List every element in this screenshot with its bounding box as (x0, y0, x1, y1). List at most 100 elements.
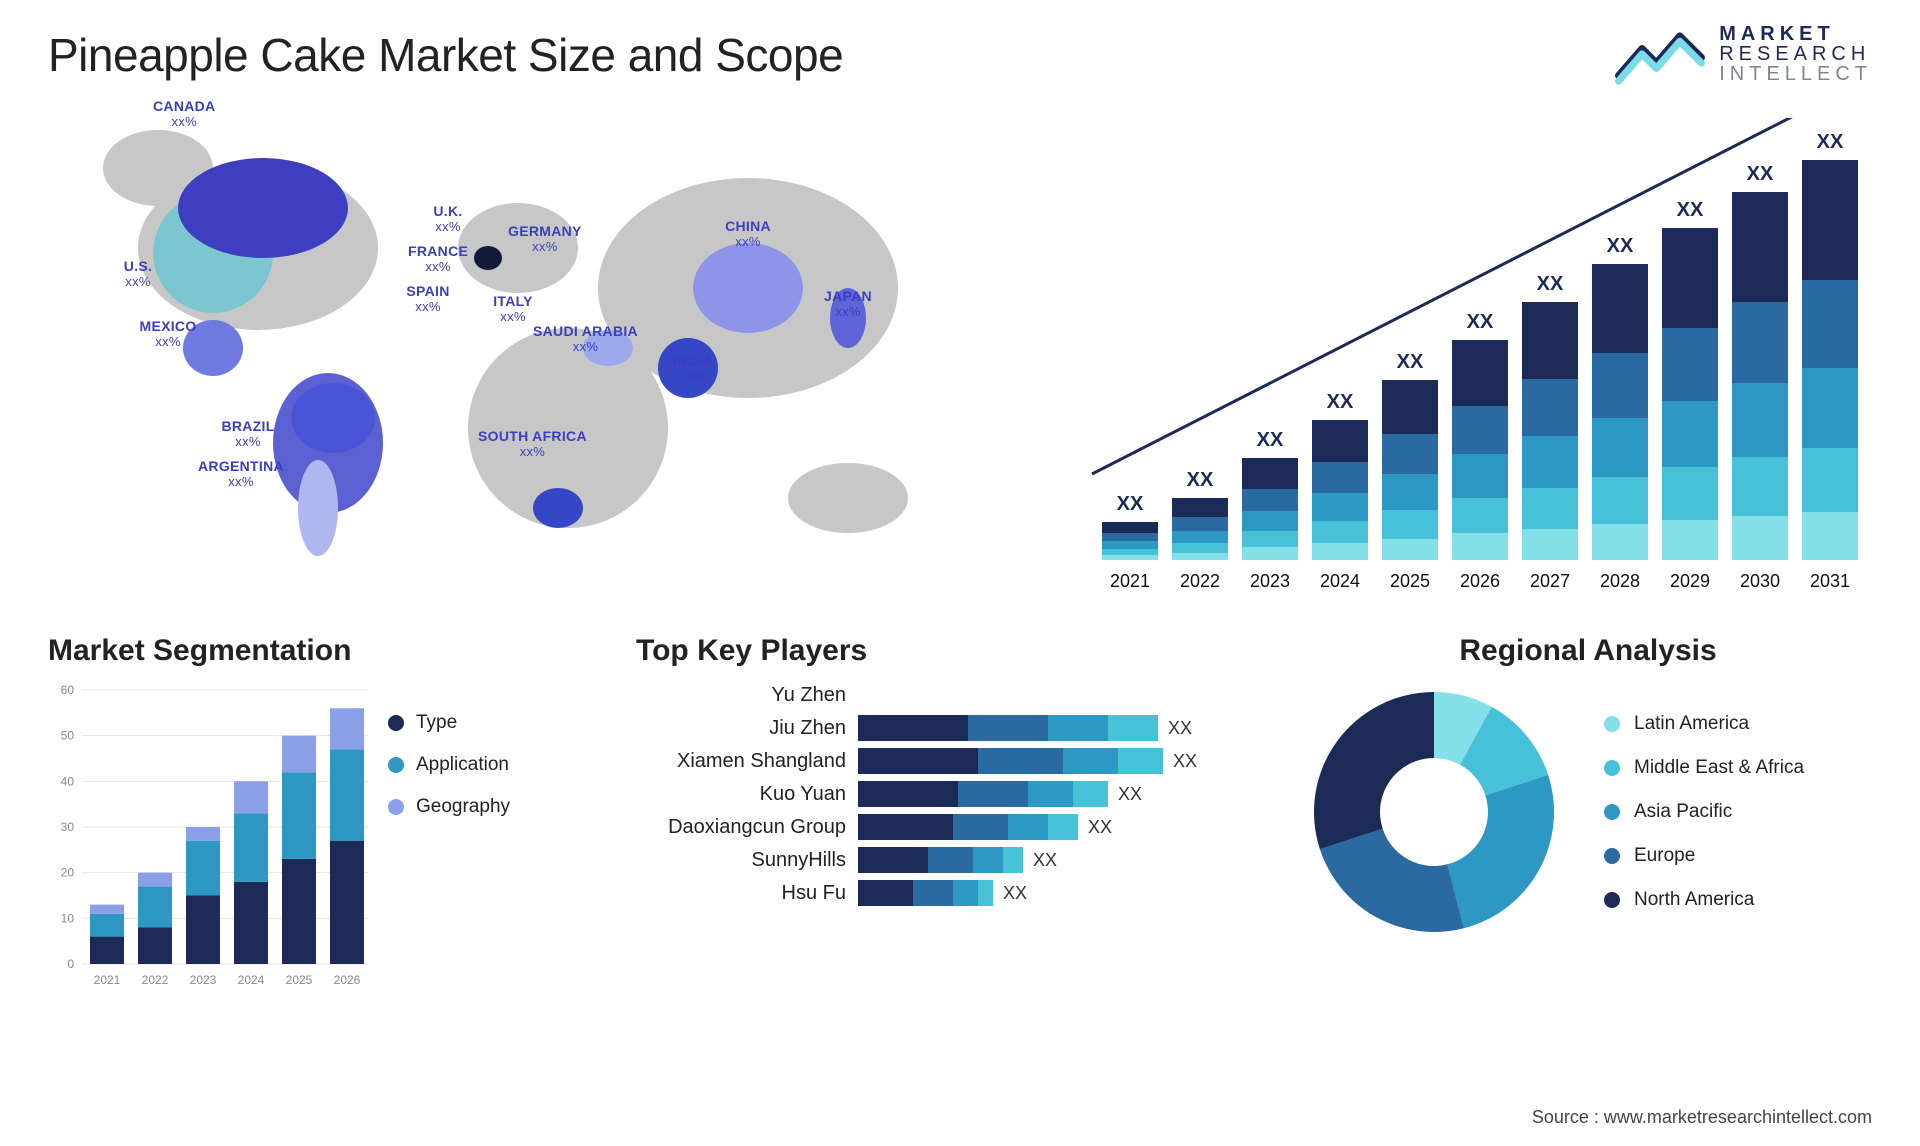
growth-year-label: 2022 (1165, 571, 1235, 592)
svg-text:2022: 2022 (142, 973, 169, 987)
map-label: U.S.xx% (108, 258, 168, 289)
logo-line-3: INTELLECT (1719, 64, 1872, 84)
growth-year-label: 2023 (1235, 571, 1305, 592)
key-player-value: XX (1118, 784, 1142, 805)
growth-bar (1382, 380, 1438, 560)
segmentation-legend: Type Application Geography (388, 712, 510, 818)
svg-text:2026: 2026 (334, 973, 361, 987)
world-map-panel: CANADAxx% U.S.xx% MEXICOxx% BRAZILxx% ARGENT… (48, 98, 928, 618)
regional-legend-item: North America (1604, 889, 1804, 911)
growth-bar (1242, 458, 1298, 560)
growth-year-label: 2024 (1305, 571, 1375, 592)
regional-legend-item: Europe (1604, 845, 1804, 867)
map-label: ARGENTINAxx% (198, 458, 284, 489)
svg-text:60: 60 (61, 683, 75, 697)
svg-text:50: 50 (61, 729, 75, 743)
svg-text:20: 20 (61, 866, 75, 880)
regional-title: Regional Analysis (1304, 634, 1872, 668)
map-label: SOUTH AFRICAxx% (478, 428, 587, 459)
key-player-name: Yu Zhen (636, 684, 846, 707)
regional-donut (1304, 682, 1564, 942)
growth-bar (1452, 340, 1508, 560)
key-player-row: Daoxiangcun Group XX (636, 814, 1276, 840)
svg-text:40: 40 (61, 774, 75, 788)
growth-value-label: XX (1660, 199, 1720, 222)
growth-year-label: 2025 (1375, 571, 1445, 592)
key-player-row: Yu Zhen (636, 682, 1276, 708)
key-player-row: Jiu Zhen XX (636, 715, 1276, 741)
key-players-chart: Yu ZhenJiu ZhenXXXiamen ShanglandXXKuo Y… (636, 682, 1276, 906)
growth-value-label: XX (1380, 351, 1440, 374)
map-label: GERMANYxx% (508, 223, 582, 254)
growth-value-label: XX (1520, 273, 1580, 296)
svg-text:30: 30 (61, 820, 75, 834)
key-player-value: XX (1033, 850, 1057, 871)
segmentation-chart: 0102030405060202120222023202420252026 (48, 682, 368, 992)
growth-bar (1522, 302, 1578, 560)
growth-value-label: XX (1590, 235, 1650, 258)
segmentation-title: Market Segmentation (48, 634, 608, 668)
regional-legend-item: Asia Pacific (1604, 801, 1804, 823)
svg-text:2023: 2023 (190, 973, 217, 987)
map-label: JAPANxx% (818, 288, 878, 319)
growth-year-label: 2030 (1725, 571, 1795, 592)
key-player-row: Kuo Yuan XX (636, 781, 1276, 807)
source-line: Source : www.marketresearchintellect.com (1532, 1107, 1872, 1128)
regional-legend-item: Middle East & Africa (1604, 757, 1804, 779)
segmentation-legend-item: Type (388, 712, 510, 734)
key-player-name: Kuo Yuan (636, 783, 846, 806)
map-label: FRANCExx% (408, 243, 468, 274)
logo-icon (1615, 22, 1705, 86)
key-player-row: Xiamen Shangland XX (636, 748, 1276, 774)
growth-bar (1102, 522, 1158, 560)
regional-legend-item: Latin America (1604, 713, 1804, 735)
growth-year-label: 2021 (1095, 571, 1165, 592)
key-player-value: XX (1168, 718, 1192, 739)
map-label: CHINAxx% (718, 218, 778, 249)
page-title: Pineapple Cake Market Size and Scope (48, 28, 843, 82)
growth-value-label: XX (1730, 163, 1790, 186)
key-player-value: XX (1003, 883, 1027, 904)
key-player-value: XX (1088, 817, 1112, 838)
growth-bar (1732, 192, 1788, 560)
growth-chart-panel: 2021 XX 2022 XX 2023 XX 2024 XX 2025 XX 2026 XX 2027… (968, 98, 1872, 618)
key-player-row: Hsu Fu XX (636, 880, 1276, 906)
svg-text:2024: 2024 (238, 973, 265, 987)
map-label: MEXICOxx% (138, 318, 198, 349)
growth-value-label: XX (1100, 493, 1160, 516)
logo-line-2: RESEARCH (1719, 44, 1872, 64)
growth-year-label: 2027 (1515, 571, 1585, 592)
svg-text:0: 0 (67, 957, 74, 971)
key-players-title: Top Key Players (636, 634, 1276, 668)
growth-bar (1172, 498, 1228, 560)
logo-line-1: MARKET (1719, 24, 1872, 44)
map-label: BRAZILxx% (218, 418, 278, 449)
growth-value-label: XX (1310, 391, 1370, 414)
key-player-name: Jiu Zhen (636, 717, 846, 740)
segmentation-legend-item: Application (388, 754, 510, 776)
growth-value-label: XX (1240, 429, 1300, 452)
key-player-name: Hsu Fu (636, 882, 846, 905)
growth-year-label: 2028 (1585, 571, 1655, 592)
key-player-value: XX (1173, 751, 1197, 772)
key-player-name: Daoxiangcun Group (636, 816, 846, 839)
map-label: CANADAxx% (153, 98, 215, 129)
growth-year-label: 2031 (1795, 571, 1865, 592)
growth-year-label: 2026 (1445, 571, 1515, 592)
key-player-name: Xiamen Shangland (636, 750, 846, 773)
map-label: INDIAxx% (663, 353, 723, 384)
svg-text:2021: 2021 (94, 973, 121, 987)
regional-legend: Latin America Middle East & Africa Asia Pa… (1604, 713, 1804, 911)
map-label: ITALYxx% (483, 293, 543, 324)
growth-year-label: 2029 (1655, 571, 1725, 592)
key-player-row: SunnyHills XX (636, 847, 1276, 873)
growth-value-label: XX (1800, 131, 1860, 154)
growth-value-label: XX (1450, 311, 1510, 334)
map-label: U.K.xx% (418, 203, 478, 234)
brand-logo: MARKET RESEARCH INTELLECT (1615, 22, 1872, 86)
map-label: SPAINxx% (398, 283, 458, 314)
growth-value-label: XX (1170, 469, 1230, 492)
segmentation-legend-item: Geography (388, 796, 510, 818)
growth-bar (1802, 160, 1858, 560)
key-player-name: SunnyHills (636, 849, 846, 872)
